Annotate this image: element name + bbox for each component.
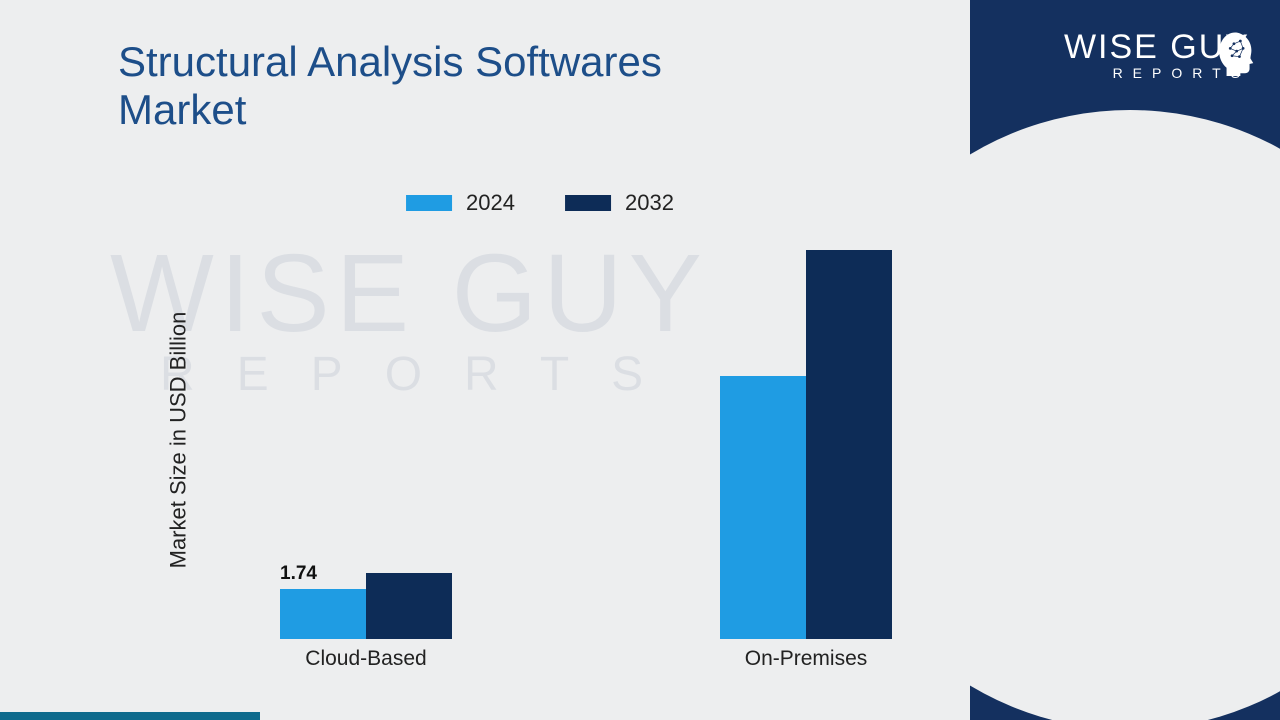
bar-chart: Market Size in USD Billion 2024 2032 1.7… xyxy=(100,190,980,690)
chart-title: Structural Analysis Softwares Market xyxy=(118,38,738,135)
bar-group: 1.74Cloud-Based xyxy=(280,573,452,639)
plot-area: 1.74Cloud-Based On-Premises xyxy=(140,240,980,640)
legend-label: 2032 xyxy=(625,190,674,216)
bar: 1.74 xyxy=(280,589,366,639)
category-label: On-Premises xyxy=(745,647,868,671)
bar xyxy=(806,250,892,639)
legend-item: 2032 xyxy=(565,190,674,216)
chart-canvas: WISE GUY REPORTS Structural Analysis Sof… xyxy=(0,0,1280,720)
legend-label: 2024 xyxy=(466,190,515,216)
bar xyxy=(366,573,452,639)
ai-head-icon xyxy=(1210,30,1256,76)
brand-logo: WISE GUY REPORTS xyxy=(1064,28,1250,81)
legend-swatch xyxy=(565,195,611,211)
bar xyxy=(720,376,806,639)
bar-value-label: 1.74 xyxy=(280,563,317,585)
legend: 2024 2032 xyxy=(406,190,674,216)
legend-swatch xyxy=(406,195,452,211)
category-label: Cloud-Based xyxy=(305,647,426,671)
legend-item: 2024 xyxy=(406,190,515,216)
bottom-accent-rule xyxy=(0,712,260,720)
bar-group: On-Premises xyxy=(720,250,892,639)
